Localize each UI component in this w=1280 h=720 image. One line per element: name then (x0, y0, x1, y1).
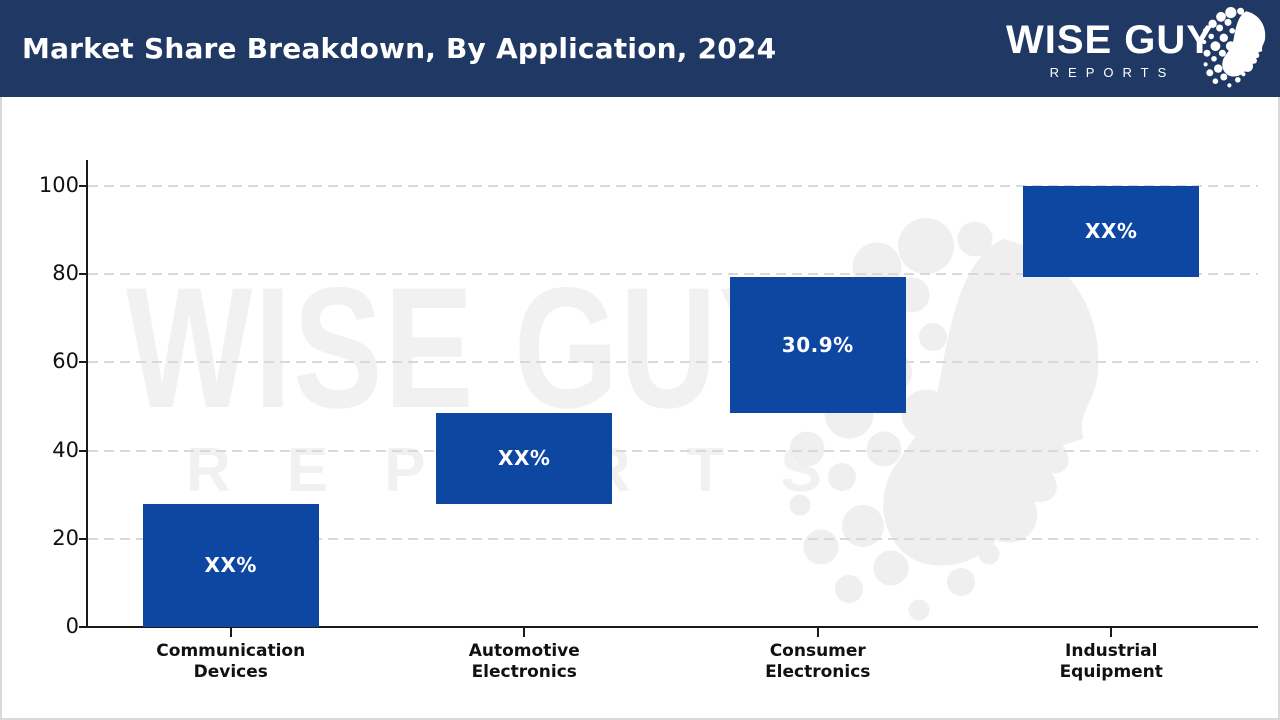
y-tick-label: 60 (52, 349, 79, 374)
brand-logo-text: WISE GUY REPORTS (1006, 20, 1214, 80)
x-axis (86, 626, 1258, 628)
brand-subname: REPORTS (1049, 64, 1176, 80)
y-tick-mark (79, 537, 88, 540)
y-tick-label: 80 (52, 261, 79, 286)
x-tick-mark (1110, 628, 1113, 637)
y-tick-mark (79, 273, 88, 276)
gridline-100 (88, 185, 1258, 187)
y-axis (86, 160, 88, 628)
gridline-80 (88, 273, 1258, 276)
category-label: Communication Devices (156, 641, 306, 683)
category-label: Automotive Electronics (468, 641, 580, 683)
dotted-head-profile-icon (1202, 6, 1266, 87)
x-tick-mark (816, 628, 819, 637)
brand-name: WISE GUY (1005, 17, 1214, 62)
bar-value-label: XX% (1085, 219, 1138, 244)
bar-value-label: XX% (204, 553, 257, 578)
y-tick-mark (79, 449, 88, 452)
y-tick-label: 20 (52, 525, 79, 550)
header: Market Share Breakdown, By Application, … (0, 0, 1280, 97)
bar: XX% (1023, 186, 1200, 277)
page-title: Market Share Breakdown, By Application, … (22, 32, 777, 65)
bar-value-label: 30.9% (781, 332, 854, 357)
x-tick-mark (523, 628, 526, 637)
category-label: Industrial Equipment (1059, 641, 1163, 683)
x-tick-mark (229, 628, 232, 637)
watermark-brand-text: WISE GUY (126, 252, 810, 444)
bar: XX% (436, 413, 613, 504)
y-tick-label: 0 (65, 614, 79, 638)
y-tick-label: 100 (38, 173, 79, 197)
y-tick-mark (79, 185, 88, 187)
gridline-20 (88, 537, 1258, 540)
brand-logo: WISE GUY REPORTS (1006, 6, 1270, 91)
gridline-40 (88, 449, 1258, 452)
y-tick-mark (79, 361, 88, 364)
gridline-60 (88, 361, 1258, 364)
bar: 30.9% (729, 276, 906, 414)
bar-value-label: XX% (498, 446, 551, 471)
y-tick-label: 40 (52, 437, 79, 462)
bar: XX% (142, 503, 319, 627)
y-tick-mark (79, 626, 88, 628)
category-label: Consumer Electronics (765, 641, 871, 683)
